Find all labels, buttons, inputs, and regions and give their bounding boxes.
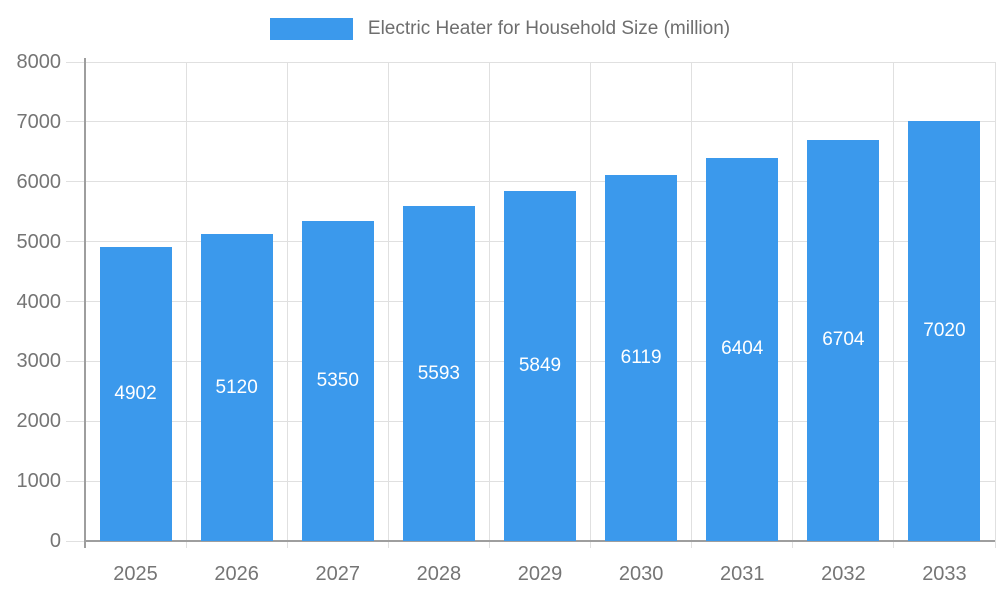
bar-value-label: 5350 (316, 369, 359, 391)
x-gridline (893, 62, 895, 548)
x-axis-label: 2032 (821, 563, 866, 585)
x-axis-label: 2025 (113, 563, 158, 585)
bar-value-label: 5849 (518, 354, 562, 376)
y-axis-label: 4000 (16, 290, 62, 313)
y-tick (66, 540, 85, 542)
x-axis-line (85, 540, 995, 542)
y-tick (66, 360, 85, 362)
bar-value-label: 5593 (417, 362, 461, 384)
x-axis-label: 2026 (214, 563, 259, 585)
legend-title: Electric Heater for Household Size (mill… (367, 18, 731, 39)
x-axis-label: 2029 (517, 563, 563, 585)
y-axis-label: 8000 (16, 51, 62, 73)
bar (807, 139, 880, 541)
bar (99, 247, 172, 541)
y-axis-label: 2000 (16, 410, 62, 433)
x-gridline (691, 62, 693, 548)
x-axis-label: 2028 (416, 563, 462, 585)
y-tick (66, 420, 85, 422)
bar (301, 220, 374, 541)
x-gridline (792, 62, 794, 548)
y-axis-label: 6000 (16, 170, 62, 193)
x-axis-label: 2031 (719, 563, 765, 585)
bar (200, 234, 273, 541)
chart-legend: Electric Heater for Household Size (mill… (0, 18, 1000, 40)
y-axis-label: 3000 (16, 350, 62, 373)
y-tick (66, 121, 85, 123)
bar-value-label: 5120 (215, 376, 258, 398)
y-gridline (85, 181, 995, 183)
y-tick (66, 301, 85, 302)
bar-value-label: 4902 (114, 383, 157, 405)
legend-swatch (269, 18, 353, 40)
y-axis-label: 7000 (16, 110, 62, 133)
y-tick (66, 480, 85, 482)
bar-value-label: 6119 (620, 346, 662, 368)
y-axis-label: 0 (49, 530, 61, 552)
y-axis-line (84, 58, 86, 548)
bar-value-label: 6704 (822, 329, 865, 351)
x-axis-label: 2027 (315, 563, 361, 585)
y-axis-label: 1000 (16, 470, 62, 493)
bar (908, 120, 981, 541)
bar (504, 190, 576, 541)
bar-value-label: 6404 (721, 338, 764, 360)
x-gridline (488, 62, 490, 548)
x-axis-label: 2033 (922, 563, 967, 585)
y-gridline (85, 121, 995, 123)
y-tick (66, 241, 85, 243)
y-gridline (85, 61, 995, 63)
bar (706, 157, 779, 541)
bar-value-label: 7020 (923, 319, 966, 341)
x-gridline (387, 62, 389, 548)
x-gridline (286, 62, 288, 548)
x-gridline (590, 62, 592, 548)
x-gridline (185, 62, 187, 548)
y-axis-label: 5000 (16, 230, 62, 253)
bar (402, 206, 475, 541)
x-gridline (994, 62, 996, 548)
y-tick (66, 181, 85, 183)
bar (605, 174, 678, 541)
x-axis-label: 2030 (618, 563, 664, 585)
y-tick (66, 61, 85, 63)
